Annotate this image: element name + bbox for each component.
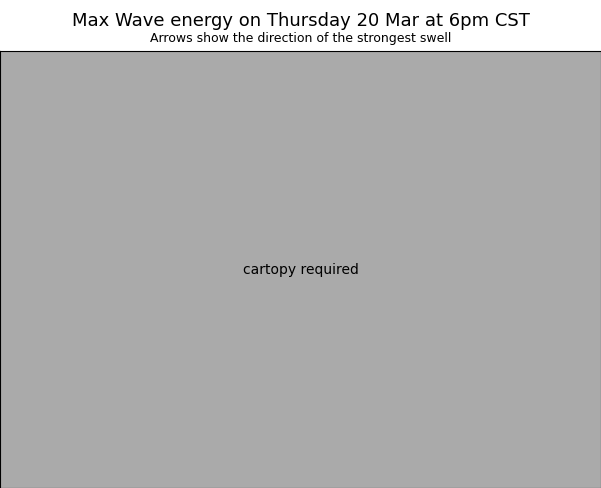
Text: cartopy required: cartopy required [243, 263, 358, 277]
Text: Arrows show the direction of the strongest swell: Arrows show the direction of the stronge… [150, 32, 451, 45]
Text: Max Wave energy on Thursday 20 Mar at 6pm CST: Max Wave energy on Thursday 20 Mar at 6p… [72, 12, 529, 30]
